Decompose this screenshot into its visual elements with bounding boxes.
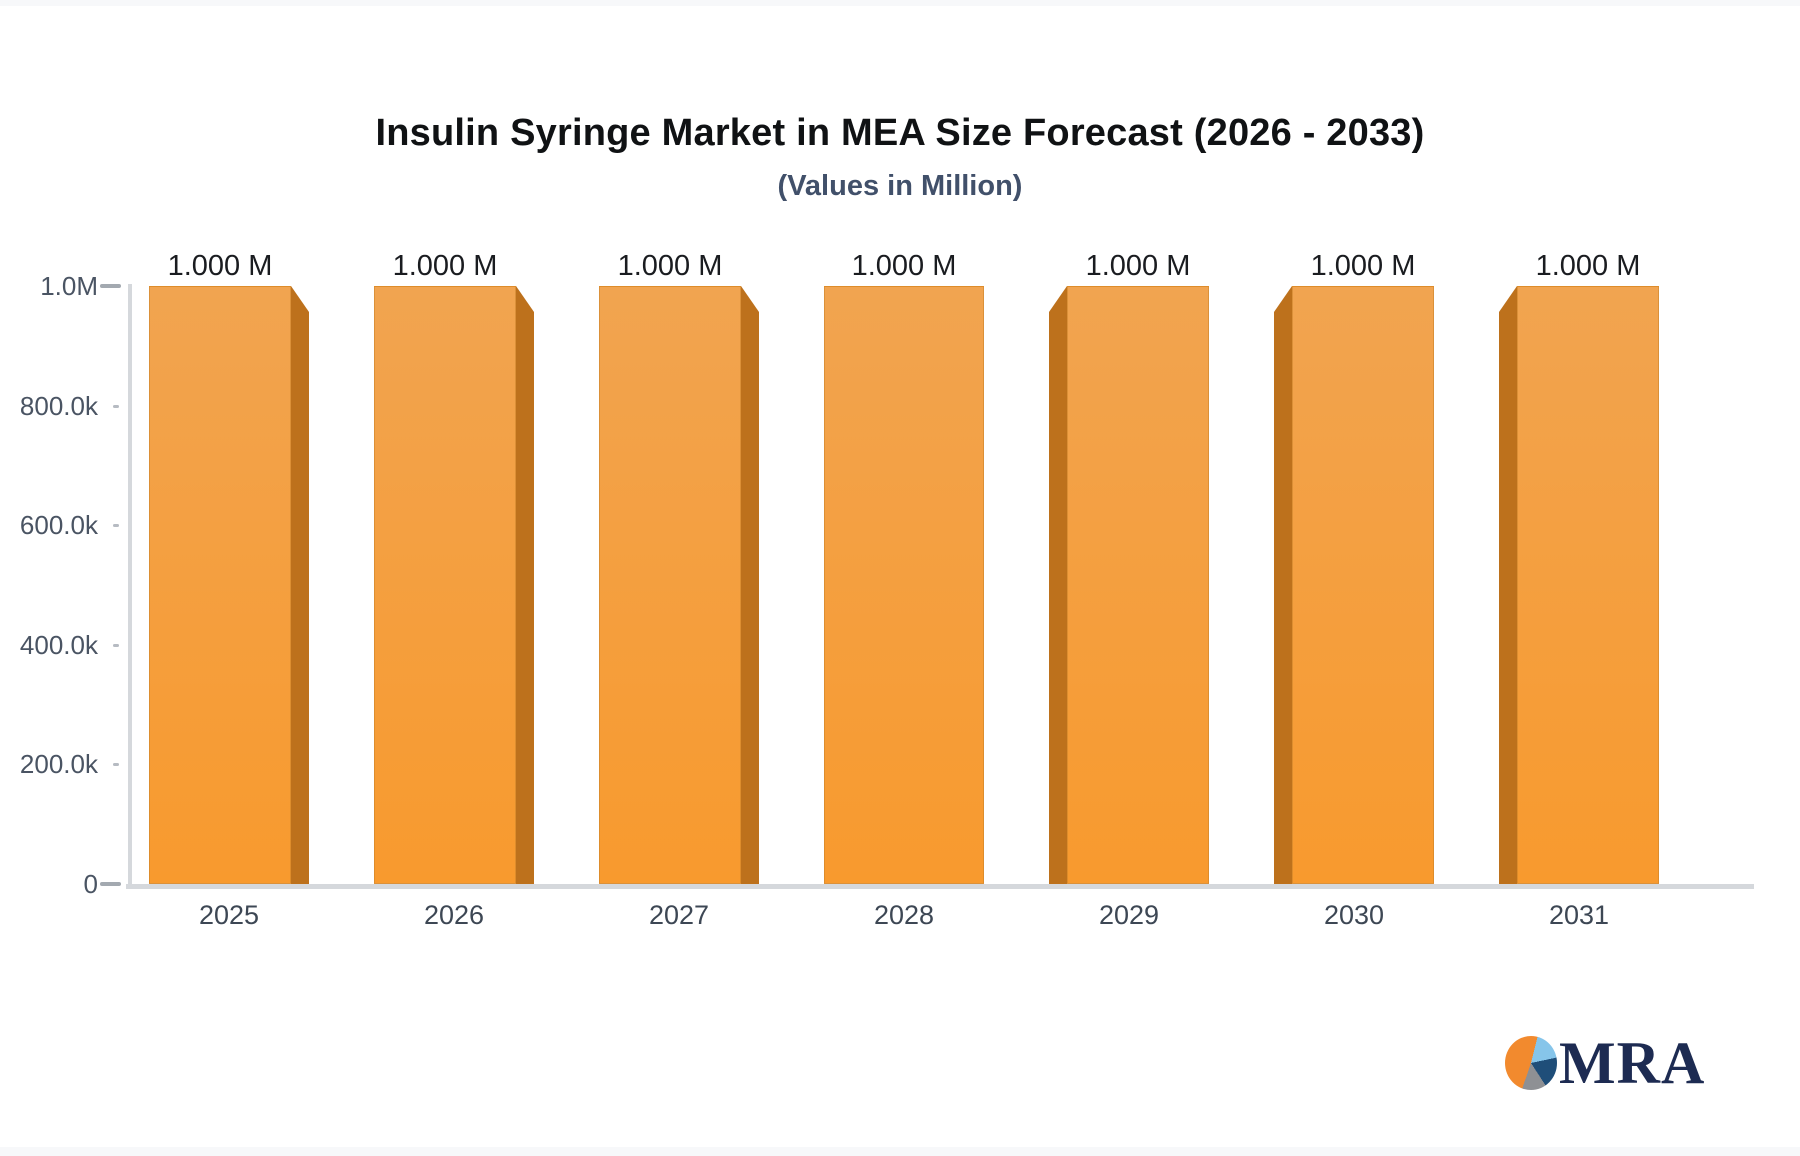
bar-value-label: 1.000 M: [1310, 250, 1416, 282]
y-axis-minor-tick: [113, 643, 119, 647]
y-axis-tick-label: 400.0k: [19, 629, 98, 660]
y-axis-tick-label: 800.0k: [19, 390, 98, 421]
y-axis-tick-label: 1.0M: [40, 271, 98, 301]
y-axis-minor-tick: [113, 524, 119, 528]
y-axis-tick-label: 0: [83, 869, 98, 899]
bar-3d-side-2030: [1274, 286, 1292, 884]
x-axis-category-label: 2029: [1098, 900, 1160, 930]
bar-3d-side-2027: [741, 286, 759, 884]
mra-logo: MRA: [1505, 1030, 1706, 1096]
y-axis-tick-label: 600.0k: [19, 510, 98, 541]
bar-3d-side-2025: [291, 286, 309, 884]
page-background-strip-bottom: [0, 1147, 1800, 1156]
bar-value-label: 1.000 M: [1085, 250, 1191, 282]
bar-face-2030[interactable]: [1292, 286, 1434, 884]
y-axis-minor-tick: [113, 404, 119, 408]
bar-2029[interactable]: [1049, 286, 1209, 884]
bar-face-2029[interactable]: [1067, 286, 1209, 884]
chart-subtitle: (Values in Million): [777, 170, 1023, 202]
bar-value-label: 1.000 M: [392, 250, 498, 282]
x-axis-category-label: 2028: [873, 900, 935, 930]
chart-title: Insulin Syringe Market in MEA Size Forec…: [375, 112, 1425, 154]
bar-2027[interactable]: [599, 286, 759, 884]
pie-chart-logo-icon: [1505, 1036, 1557, 1090]
y-axis-minor-tick: [113, 763, 119, 767]
bar-value-label: 1.000 M: [851, 250, 957, 282]
bar-value-label: 1.000 M: [167, 250, 273, 282]
y-axis-major-tick: [100, 284, 121, 288]
bar-value-label: 1.000 M: [617, 250, 723, 282]
x-axis-category-label: 2031: [1548, 900, 1610, 930]
bar-3d-side-2026: [516, 286, 534, 884]
page-background-strip-top: [0, 0, 1800, 6]
y-axis-line: [128, 284, 132, 886]
y-axis-major-tick: [100, 882, 121, 886]
bar-2026[interactable]: [374, 286, 534, 884]
bar-value-label: 1.000 M: [1535, 250, 1641, 282]
bar-2031[interactable]: [1499, 286, 1659, 884]
x-axis-category-label: 2027: [648, 900, 710, 930]
bar-3d-side-2031: [1499, 286, 1517, 884]
bar-face-2025[interactable]: [149, 286, 291, 884]
bar-face-2026[interactable]: [374, 286, 516, 884]
y-axis-tick-label: 200.0k: [19, 749, 98, 780]
x-axis-line: [126, 884, 1754, 889]
bar-2030[interactable]: [1274, 286, 1434, 884]
x-axis-category-label: 2025: [198, 900, 260, 930]
bar-3d-side-2029: [1049, 286, 1067, 884]
bar-face-2031[interactable]: [1517, 286, 1659, 884]
bar-2028[interactable]: [824, 286, 984, 884]
logo-text: MRA: [1559, 1030, 1706, 1096]
x-axis-category-label: 2026: [423, 900, 485, 930]
bar-2025[interactable]: [149, 286, 309, 884]
bar-face-2028[interactable]: [824, 286, 984, 884]
bar-face-2027[interactable]: [599, 286, 741, 884]
x-axis-category-label: 2030: [1323, 900, 1385, 930]
